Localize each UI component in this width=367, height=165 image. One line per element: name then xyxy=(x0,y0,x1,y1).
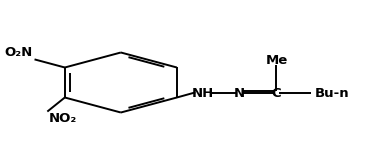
Text: C: C xyxy=(272,87,281,99)
Text: NH: NH xyxy=(192,87,214,99)
Text: N: N xyxy=(233,87,244,99)
Text: O₂N: O₂N xyxy=(4,46,33,59)
Text: NO₂: NO₂ xyxy=(49,112,77,125)
Text: Bu-n: Bu-n xyxy=(315,87,349,99)
Text: Me: Me xyxy=(265,54,288,67)
